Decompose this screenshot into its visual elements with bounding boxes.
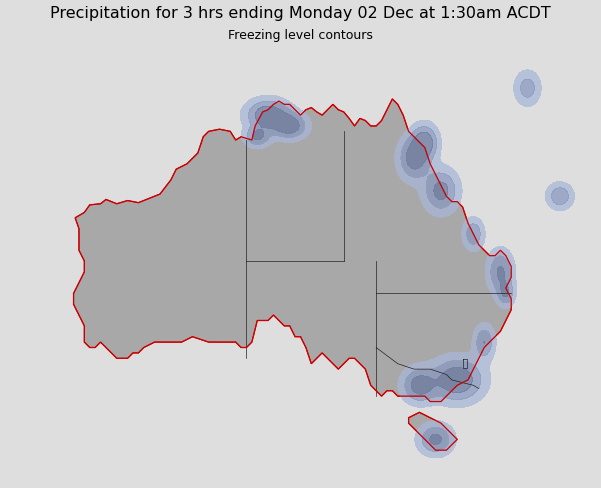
Text: Freezing level contours: Freezing level contours [228,29,373,42]
Text: Precipitation for 3 hrs ending Monday 02 Dec at 1:30am ACDT: Precipitation for 3 hrs ending Monday 02… [50,6,551,21]
Polygon shape [73,99,511,402]
Polygon shape [409,412,457,450]
